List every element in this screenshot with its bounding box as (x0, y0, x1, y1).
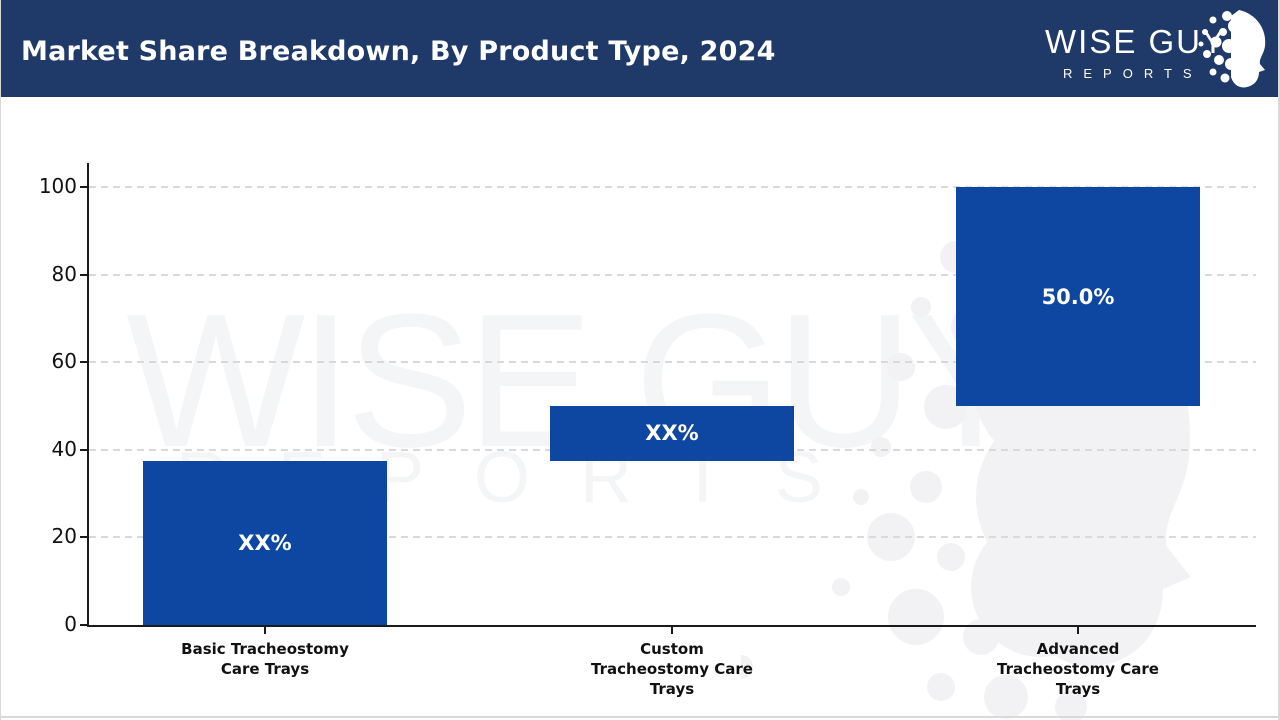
y-tick-label-0: 0 (64, 612, 77, 636)
y-tick-label-80: 80 (51, 261, 77, 286)
logo-wordmark: WISE GUY (1045, 23, 1227, 60)
category-label-2: Advanced Tracheostomy Care Trays (997, 640, 1159, 698)
y-tick-80 (80, 273, 88, 276)
gridline-80 (89, 273, 1256, 276)
category-label-0: Basic Tracheostomy Care Trays (181, 640, 349, 678)
logo-head-dots-icon (1198, 10, 1266, 88)
wiseguy-logo: WISE GUY REPORTS (1017, 6, 1267, 92)
bar-segment-0: XX% (143, 460, 387, 625)
bar-value-label-2: 50.0% (1041, 284, 1115, 309)
header-band: Market Share Breakdown, By Product Type,… (1, 0, 1278, 97)
y-axis-line (87, 163, 89, 627)
y-tick-60 (80, 361, 88, 364)
y-tick-40 (80, 448, 88, 451)
y-tick-label-40: 40 (51, 436, 77, 461)
y-tick-20 (80, 536, 88, 539)
y-tick-0 (80, 624, 88, 626)
bar-segment-2: 50.0% (956, 187, 1200, 406)
bar-value-label-0: XX% (238, 530, 292, 555)
bar-segment-1: XX% (550, 406, 794, 461)
gridline-60 (89, 361, 1256, 364)
category-label-1: Custom Tracheostomy Care Trays (591, 640, 753, 698)
gridline-20 (89, 536, 1256, 539)
chart-title: Market Share Breakdown, By Product Type,… (21, 36, 776, 67)
page-bottom-border (1, 716, 1278, 718)
x-tick-2 (1077, 625, 1079, 634)
gridline-100 (89, 186, 1256, 188)
logo-subtitle: REPORTS (1063, 66, 1203, 81)
y-tick-100 (80, 186, 88, 188)
y-tick-label-60: 60 (51, 349, 77, 374)
plot-area: WISE GUY REPORTS (1, 97, 1278, 720)
y-tick-label-20: 20 (51, 524, 77, 549)
bar-value-label-1: XX% (645, 421, 699, 446)
x-tick-0 (264, 625, 266, 634)
y-tick-label-100: 100 (38, 174, 77, 198)
x-tick-1 (671, 625, 673, 634)
